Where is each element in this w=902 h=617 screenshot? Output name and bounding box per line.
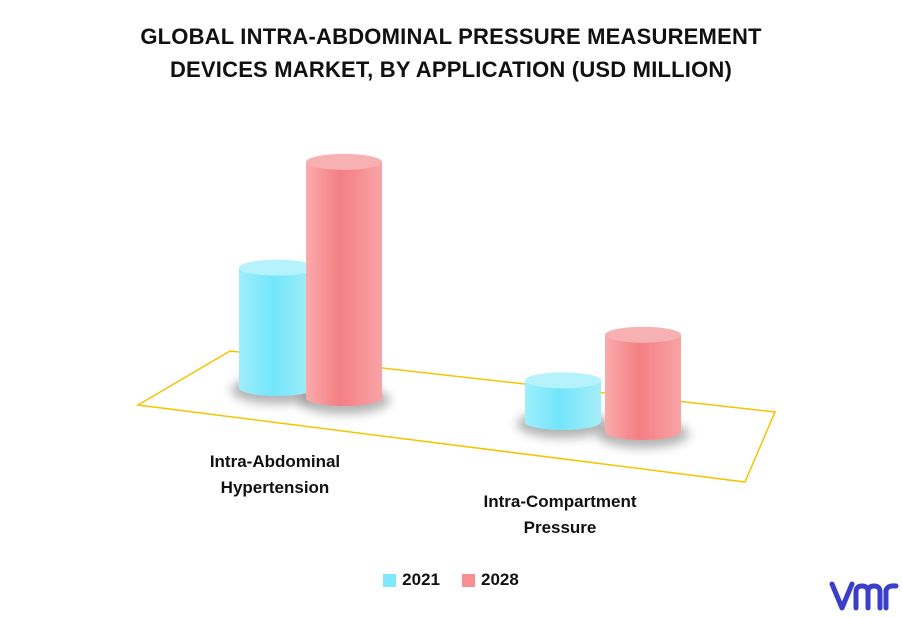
category-label-intra-abdominal-hypertension: Intra-Abdominal Hypertension (170, 449, 380, 501)
bar-cap-intra-abdominal-hypertension-2028 (306, 153, 382, 170)
legend-item-2021: 2021 (383, 570, 440, 590)
bar-body-intra-compartment-pressure-2021 (525, 380, 601, 430)
bar-intra-abdominal-hypertension-2021 (239, 259, 315, 396)
category-label-intra-compartment-pressure: Intra-Compartment Pressure (460, 489, 660, 541)
chart-legend: 2021 2028 (0, 570, 902, 590)
floor-plane (135, 350, 777, 483)
chart-title-line-1: GLOBAL INTRA-ABDOMINAL PRESSURE MEASUREM… (140, 24, 762, 49)
legend-swatch-2028 (462, 573, 475, 587)
bar-body-intra-abdominal-hypertension-2021 (239, 267, 315, 396)
category-label-1-line-2: Pressure (523, 518, 597, 537)
legend-swatch-2021 (383, 573, 397, 587)
bar-body-intra-abdominal-hypertension-2028 (306, 161, 382, 406)
legend-item-2028: 2028 (462, 570, 519, 590)
legend-label-2028: 2028 (481, 570, 519, 589)
category-label-0-line-1: Intra-Abdominal (209, 452, 341, 471)
bar-cap-intra-abdominal-hypertension-2021 (239, 259, 315, 276)
legend-label-2021: 2021 (402, 570, 440, 589)
bar-intra-compartment-pressure-2028 (605, 326, 681, 440)
chart-title: GLOBAL INTRA-ABDOMINAL PRESSURE MEASUREM… (0, 20, 902, 86)
category-label-0-line-2: Hypertension (220, 478, 330, 497)
bar-cap-intra-compartment-pressure-2021 (525, 372, 601, 389)
bar-intra-compartment-pressure-2021 (525, 372, 601, 430)
bar-cap-intra-compartment-pressure-2028 (605, 326, 681, 343)
category-label-1-line-1: Intra-Compartment (483, 492, 637, 511)
bar-body-intra-compartment-pressure-2028 (605, 334, 681, 440)
chart-title-line-2: DEVICES MARKET, BY APPLICATION (USD MILL… (169, 57, 733, 82)
vmr-logo (829, 581, 899, 611)
bar-intra-abdominal-hypertension-2028 (306, 153, 382, 406)
